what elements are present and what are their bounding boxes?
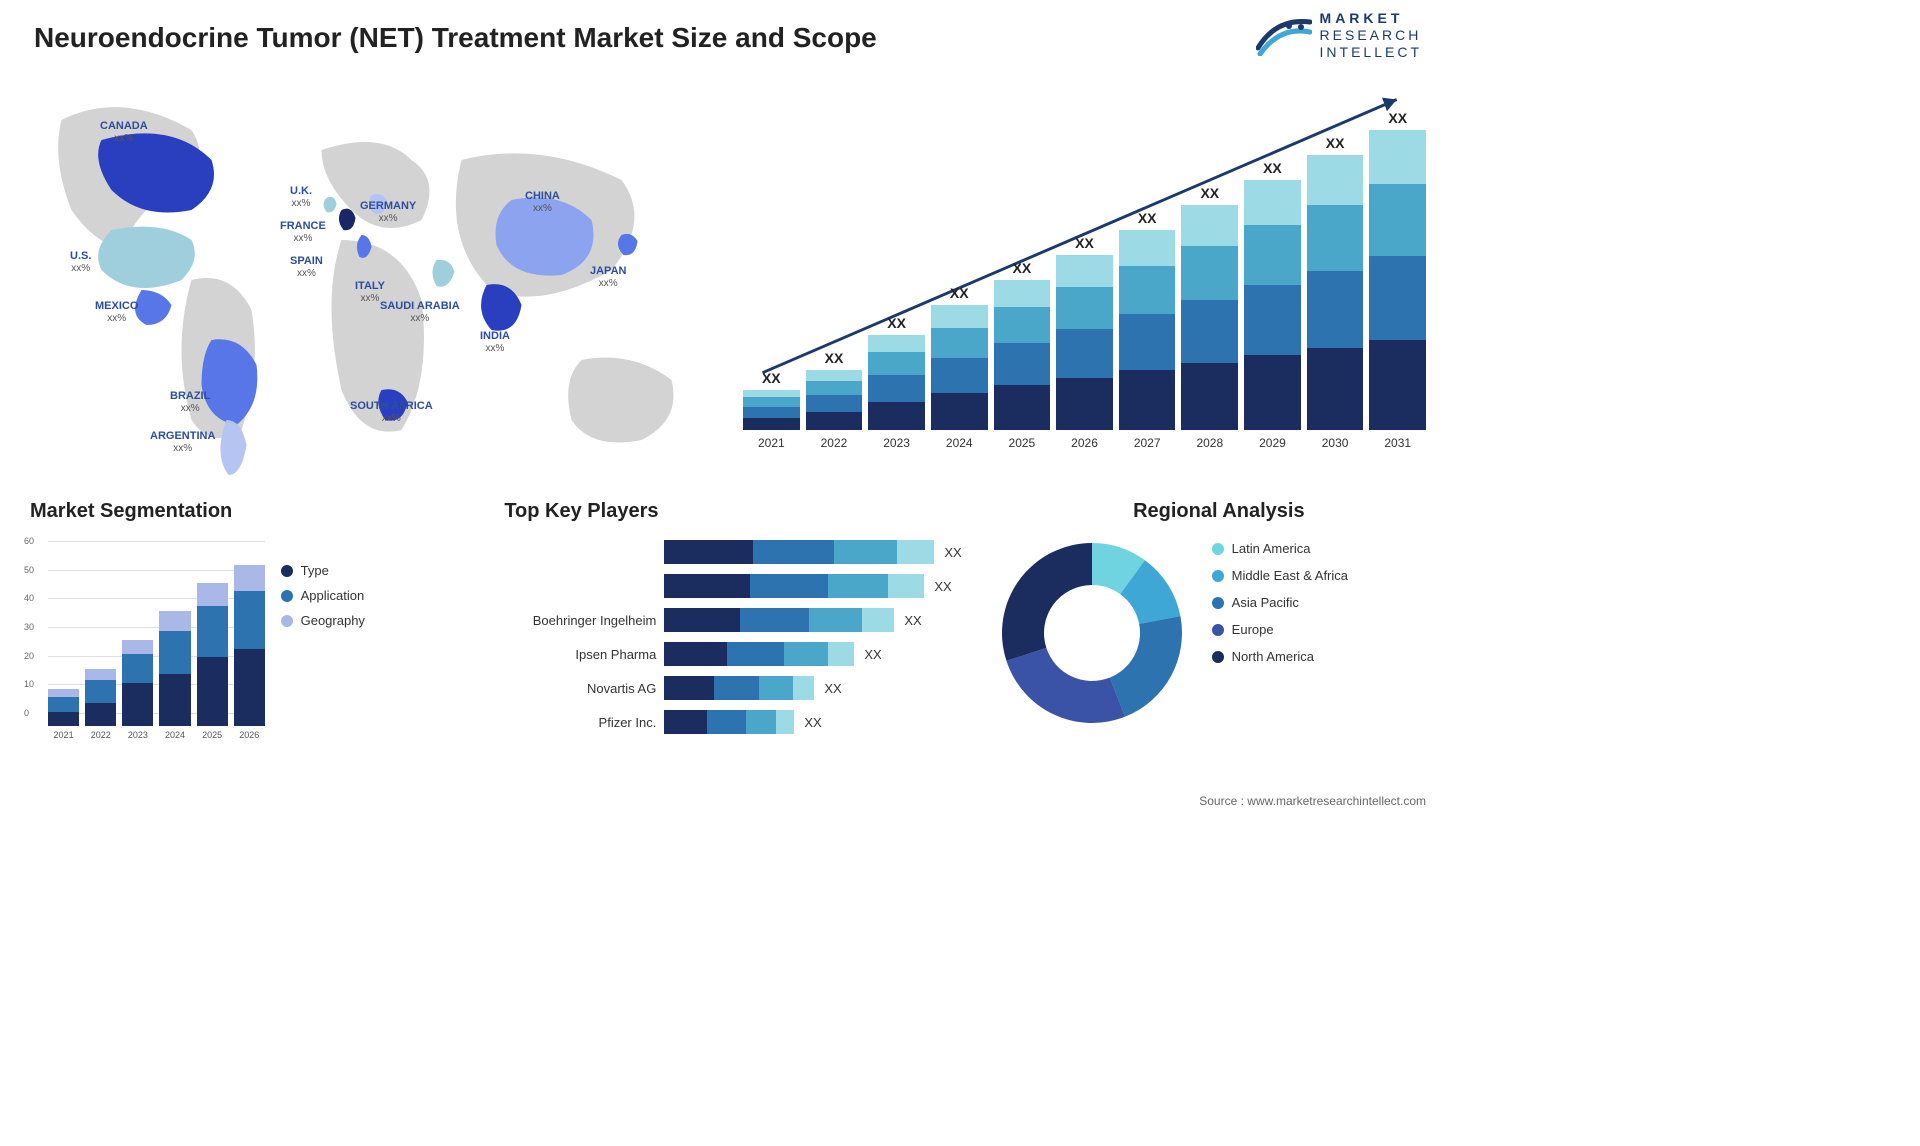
regional-panel: Regional Analysis Latin America Middle Ea… — [992, 500, 1436, 760]
logo-line2: RESEARCH — [1320, 27, 1422, 44]
reg-legend-latin-america: Latin America — [1212, 541, 1348, 556]
reg-legend-asia-pacific: Asia Pacific — [1212, 595, 1348, 610]
main-bar-2029: XX2029 — [1244, 160, 1301, 450]
regional-donut-chart — [992, 533, 1192, 733]
map-label-china: CHINAxx% — [525, 190, 560, 215]
map-label-france: FRANCExx% — [280, 220, 326, 245]
map-label-germany: GERMANYxx% — [360, 200, 416, 225]
map-label-argentina: ARGENTINAxx% — [150, 430, 215, 455]
main-bar-2031: XX2031 — [1369, 110, 1426, 450]
seg-bar-2024: 2024 — [159, 611, 190, 740]
regional-title: Regional Analysis — [1002, 500, 1436, 523]
reg-legend-europe: Europe — [1212, 622, 1348, 637]
brand-logo: MARKET RESEARCH INTELLECT — [1256, 10, 1422, 60]
seg-legend-type: Type — [281, 563, 459, 578]
logo-line1: MARKET — [1320, 10, 1404, 26]
main-bar-2024: XX2024 — [931, 285, 988, 450]
seg-bar-2021: 2021 — [48, 689, 79, 740]
main-bar-2025: XX2025 — [994, 260, 1051, 450]
kp-row-3: Ipsen PharmaXX — [494, 639, 961, 669]
reg-legend-north-america: North America — [1212, 649, 1348, 664]
main-bar-2021: XX2021 — [743, 370, 800, 450]
main-bar-2028: XX2028 — [1181, 185, 1238, 450]
key-players-panel: Top Key Players XX XX Boehringer Ingelheim… — [494, 500, 961, 760]
main-bar-2023: XX2023 — [868, 315, 925, 450]
key-players-chart: XX XX Boehringer IngelheimXX Ipsen PharmaXX… — [494, 533, 961, 760]
map-label-japan: JAPANxx% — [590, 265, 626, 290]
seg-legend-application: Application — [281, 588, 459, 603]
segmentation-title: Market Segmentation — [30, 500, 464, 523]
map-label-canada: CANADAxx% — [100, 120, 148, 145]
seg-bar-2022: 2022 — [85, 669, 116, 740]
donut-slice-europe — [1006, 648, 1125, 723]
seg-legend-geography: Geography — [281, 613, 459, 628]
key-players-title: Top Key Players — [504, 500, 961, 523]
kp-row-2: Boehringer IngelheimXX — [494, 605, 961, 635]
map-label-india: INDIAxx% — [480, 330, 510, 355]
map-label-mexico: MEXICOxx% — [95, 300, 138, 325]
kp-row-4: Novartis AGXX — [494, 673, 961, 703]
logo-swoosh-icon — [1256, 14, 1312, 56]
seg-bar-2023: 2023 — [122, 640, 153, 740]
regional-legend: Latin America Middle East & Africa Asia Pa… — [1212, 533, 1348, 676]
map-label-spain: SPAINxx% — [290, 255, 323, 280]
donut-slice-asia-pacific — [1109, 616, 1181, 717]
world-map-panel: CANADAxx% U.S.xx% MEXICOxx% BRAZILxx% ARGENT… — [20, 80, 723, 480]
main-bar-2030: XX2030 — [1307, 135, 1364, 450]
seg-bar-2025: 2025 — [197, 583, 228, 740]
map-label-brazil: BRAZILxx% — [170, 390, 210, 415]
map-label-south-africa: SOUTH AFRICAxx% — [350, 400, 433, 425]
kp-row-5: Pfizer Inc.XX — [494, 707, 961, 737]
page-title: Neuroendocrine Tumor (NET) Treatment Mar… — [34, 22, 877, 54]
segmentation-panel: Market Segmentation 01020304050602021202… — [20, 500, 464, 760]
kp-row-1: XX — [494, 571, 961, 601]
main-bar-2022: XX2022 — [806, 350, 863, 450]
source-text: Source : www.marketresearchintellect.com — [1199, 794, 1426, 808]
segmentation-chart: 0102030405060202120222023202420252026 — [20, 533, 269, 760]
reg-legend-middle-east-africa: Middle East & Africa — [1212, 568, 1348, 583]
map-label-saudi-arabia: SAUDI ARABIAxx% — [380, 300, 460, 325]
map-label-u-k-: U.K.xx% — [290, 185, 312, 210]
seg-bar-2026: 2026 — [234, 565, 265, 740]
main-bar-chart: XX2021XX2022XX2023XX2024XX2025XX2026XX20… — [733, 80, 1436, 480]
main-bar-2026: XX2026 — [1056, 235, 1113, 450]
donut-slice-north-america — [1002, 543, 1092, 661]
kp-row-0: XX — [494, 537, 961, 567]
logo-line3: INTELLECT — [1320, 44, 1422, 61]
segmentation-legend: Type Application Geography — [281, 563, 459, 638]
map-label-u-s-: U.S.xx% — [70, 250, 91, 275]
main-bar-2027: XX2027 — [1119, 210, 1176, 450]
